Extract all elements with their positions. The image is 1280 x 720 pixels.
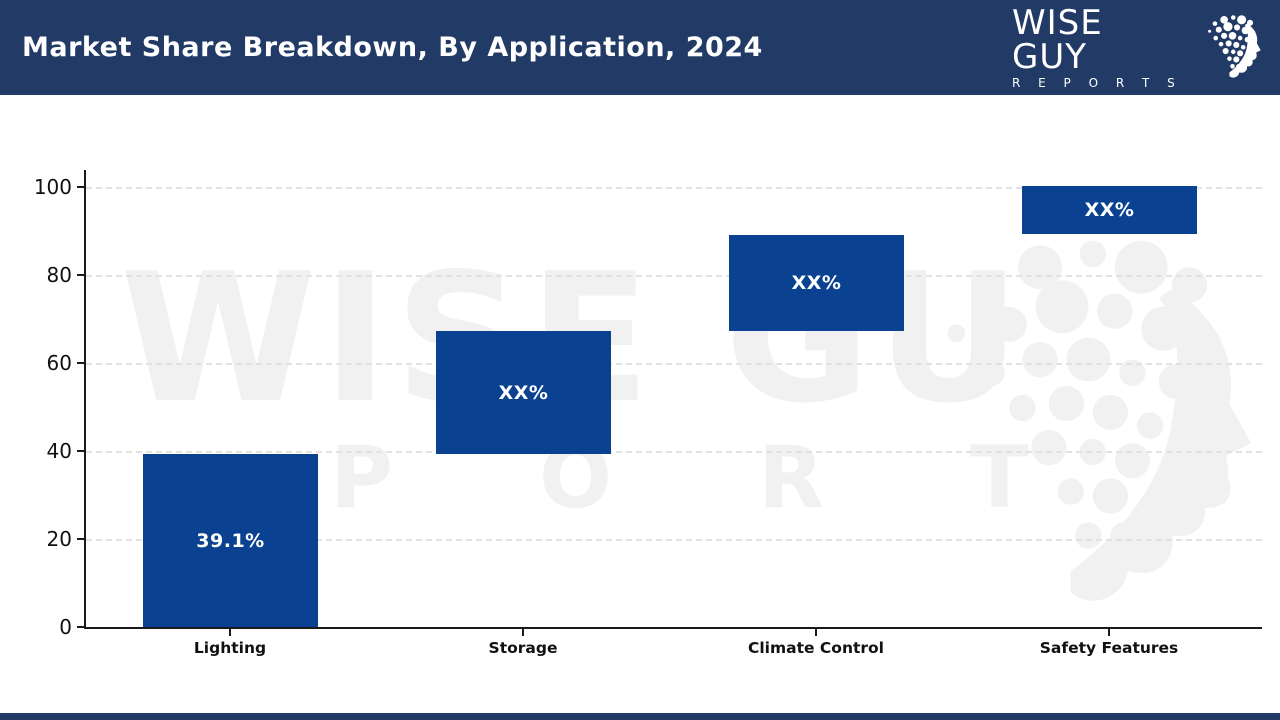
gridline-40 [86, 451, 1262, 453]
y-tick-20 [77, 538, 85, 540]
page-title: Market Share Breakdown, By Application, … [22, 32, 763, 63]
bar-value-label: 39.1% [196, 529, 265, 552]
x-tick-safety-features [1108, 629, 1110, 636]
y-tick-80 [77, 274, 85, 276]
y-axis-label: 40 [46, 439, 72, 463]
bar-value-label: XX% [498, 381, 549, 404]
y-tick-0 [77, 626, 85, 628]
head-profile-icon [1207, 15, 1261, 78]
y-axis-label: 60 [46, 351, 72, 375]
bar-lighting: 39.1% [143, 454, 318, 627]
gridline-20 [86, 539, 1262, 541]
gridline-100 [86, 187, 1262, 189]
x-category-label-safety-features: Safety Features [1039, 639, 1179, 657]
y-axis-line [84, 170, 86, 628]
gridline-80 [86, 275, 1262, 277]
footer-bar [0, 713, 1280, 720]
x-category-label-lighting: Lighting [193, 639, 267, 657]
y-axis-label: 80 [46, 263, 72, 287]
y-axis-label: 0 [59, 615, 72, 639]
bar-value-label: XX% [1084, 199, 1135, 221]
y-axis-label: 100 [33, 175, 72, 199]
bar-climate-control: XX% [729, 235, 904, 331]
logo-subtitle: R E P O R T S [1012, 76, 1182, 90]
x-tick-lighting [229, 629, 231, 636]
x-tick-climate-control [815, 629, 817, 636]
bar-safety-features: XX% [1022, 186, 1197, 234]
x-tick-storage [522, 629, 524, 636]
x-category-label-climate-control: Climate Control [747, 639, 884, 657]
y-tick-100 [77, 186, 85, 188]
header-bar: Market Share Breakdown, By Application, … [0, 0, 1280, 95]
logo-text: WISE GUY R E P O R T S [1012, 6, 1182, 90]
x-axis-line [84, 627, 1262, 629]
wise-guy-logo: WISE GUY R E P O R T S [1012, 6, 1262, 90]
bar-storage: XX% [436, 331, 611, 454]
x-category-label-storage: Storage [488, 639, 558, 657]
y-tick-40 [77, 450, 85, 452]
y-axis-label: 20 [46, 527, 72, 551]
y-tick-60 [77, 362, 85, 364]
logo-name: WISE GUY [1012, 3, 1103, 77]
bar-value-label: XX% [791, 272, 842, 294]
gridline-60 [86, 363, 1262, 365]
